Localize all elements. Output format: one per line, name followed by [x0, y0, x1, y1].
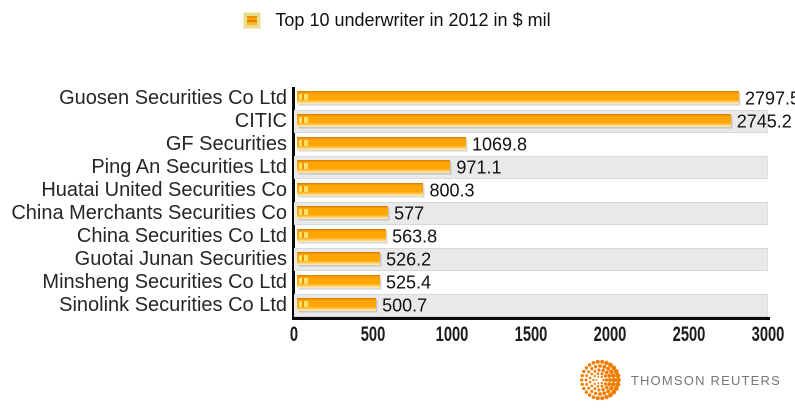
value-label: 2797.5 [745, 88, 795, 108]
bar [297, 160, 451, 173]
bar [297, 206, 389, 219]
row-plot-area: 800.3 [294, 179, 768, 202]
row-plot-area: 971.1 [294, 156, 768, 179]
thomson-reuters-logo-icon [579, 359, 621, 401]
value-label: 2745.2 [736, 111, 792, 131]
bar [297, 252, 381, 265]
thomson-reuters-logo: THOMSON REUTERS [579, 357, 781, 403]
category-label: Minsheng Securities Co Ltd [42, 271, 287, 293]
category-label: China Merchants Securities Co [11, 202, 287, 224]
category-label: Guosen Securities Co Ltd [59, 87, 287, 109]
bar [297, 114, 731, 127]
chart-row: Guosen Securities Co Ltd 2797.5 [0, 87, 795, 110]
row-plot-area: 577 [294, 202, 768, 225]
value-label: 525.4 [386, 272, 432, 292]
category-label: Ping An Securities Ltd [91, 156, 287, 178]
value-label: 563.8 [392, 226, 438, 246]
chart-row: Guotai Junan Securities 526.2 [0, 248, 768, 271]
chart-row: GF Securities 1069.8 [0, 133, 768, 156]
row-plot-area: 1069.8 [294, 133, 768, 156]
bar [297, 91, 739, 104]
value-label: 1069.8 [472, 134, 528, 154]
value-label: 526.2 [386, 249, 432, 269]
x-axis-tick-label: 3000 [751, 323, 785, 346]
y-axis-line [292, 87, 295, 318]
row-plot-area: 2797.5 [294, 87, 795, 110]
category-label: GF Securities [165, 133, 287, 155]
x-axis-tick-label: 2500 [672, 323, 706, 346]
row-plot-area: 563.8 [294, 225, 768, 248]
chart-row: Minsheng Securities Co Ltd 525.4 [0, 271, 768, 294]
bar [297, 183, 424, 196]
value-label: 500.7 [382, 295, 428, 315]
x-axis-tick-label: 1500 [514, 323, 548, 346]
legend-marker-icon [244, 13, 261, 28]
x-axis-tick-label: 0 [289, 323, 299, 346]
row-plot-area: 525.4 [294, 271, 768, 294]
value-label: 800.3 [429, 180, 475, 200]
x-axis-line [292, 317, 770, 320]
chart-row: Sinolink Securities Co Ltd 500.7 [0, 294, 768, 317]
bar [297, 137, 467, 150]
row-plot-area: 526.2 [294, 248, 768, 271]
chart-row: Huatai United Securities Co 800.3 [0, 179, 768, 202]
category-label: Guotai Junan Securities [74, 248, 287, 270]
chart-title: Top 10 underwriter in 2012 in $ mil [275, 10, 551, 30]
legend: Top 10 underwriter in 2012 in $ mil [0, 10, 795, 31]
x-axis-ticks: 0 500 1000 1500 2000 2500 3000 [290, 323, 784, 346]
chart-row: China Merchants Securities Co 577 [0, 202, 768, 225]
bar [297, 229, 387, 242]
bar-chart-rows: Guosen Securities Co Ltd 2797.5 CITIC 2745.… [0, 87, 795, 317]
chart-row: CITIC 2745.2 [0, 110, 792, 133]
chart-row: China Securities Co Ltd 563.8 [0, 225, 768, 248]
row-plot-area: 2745.2 [294, 110, 792, 133]
row-plot-area: 500.7 [294, 294, 768, 317]
x-axis-tick-label: 500 [360, 323, 386, 346]
value-label: 577 [394, 203, 425, 223]
category-label: China Securities Co Ltd [76, 225, 287, 247]
category-label: Sinolink Securities Co Ltd [59, 294, 287, 316]
bar [297, 298, 377, 311]
x-axis-tick-label: 1000 [435, 323, 469, 346]
bar [297, 275, 380, 288]
value-label: 971.1 [456, 157, 502, 177]
category-label: CITIC [234, 110, 287, 132]
category-label: Huatai United Securities Co [41, 179, 287, 201]
brand-name: THOMSON REUTERS [630, 372, 781, 388]
chart-row: Ping An Securities Ltd 971.1 [0, 156, 768, 179]
x-axis-tick-label: 2000 [593, 323, 627, 346]
